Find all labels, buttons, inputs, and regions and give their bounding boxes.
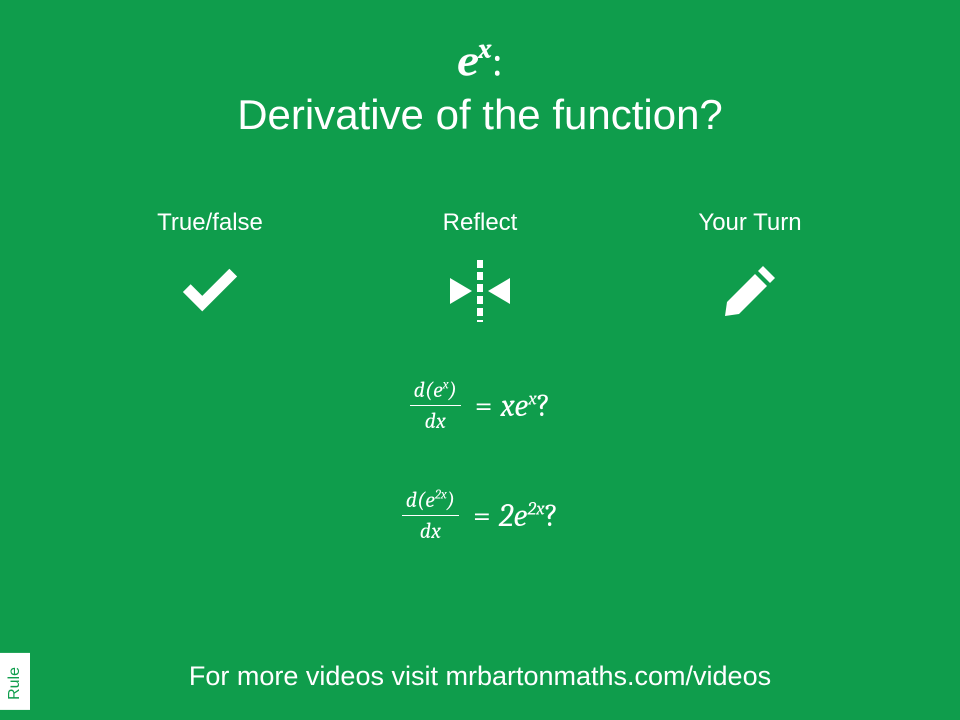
actions-row: True/false Reflect Your Turn <box>0 209 960 323</box>
eq1-rhs-exp: x <box>528 387 537 409</box>
eq1-rhs: =xex? <box>475 387 551 424</box>
eq2-num-exp: 2x <box>435 488 447 503</box>
equations-block: d(ex) dx =xex? d(e2x) dx =2e2x? <box>0 378 960 544</box>
eq1-equals: = <box>475 387 501 424</box>
rule-tab-label: Rule <box>6 667 23 700</box>
footer-text: For more videos visit mrbartonmaths.com/… <box>0 661 960 692</box>
eq1-fraction: d(ex) dx <box>410 378 461 433</box>
title-block: ex: Derivative of the function? <box>0 0 960 139</box>
title-subtitle: Derivative of the function? <box>0 91 960 139</box>
rule-tab[interactable]: Rule <box>0 653 30 710</box>
eq1-num-suffix: ) <box>449 377 457 403</box>
title-exp: x <box>478 33 491 65</box>
eq2-rhs-suffix: ? <box>545 497 559 534</box>
eq2-den: dx <box>416 516 445 543</box>
title-base: e <box>457 36 478 87</box>
eq1-num-prefix: d(e <box>414 377 443 403</box>
eq2-equals: = <box>473 497 499 534</box>
action-yourturn-label: Your Turn <box>670 209 830 237</box>
eq1-rhs-suffix: ? <box>537 387 551 424</box>
equation-2: d(e2x) dx =2e2x? <box>0 488 960 543</box>
action-reflect[interactable]: Reflect <box>400 209 560 323</box>
title-colon: : <box>492 36 504 87</box>
eq2-fraction: d(e2x) dx <box>402 488 459 543</box>
eq2-num-suffix: ) <box>447 487 455 513</box>
eq2-num-prefix: d(e <box>406 487 435 513</box>
action-truefalse-label: True/false <box>130 209 290 237</box>
equation-1: d(ex) dx =xex? <box>0 378 960 433</box>
title-formula: ex: <box>0 35 960 87</box>
check-icon <box>130 259 290 323</box>
reflect-icon <box>400 259 560 323</box>
eq1-den: dx <box>421 406 450 433</box>
action-yourturn[interactable]: Your Turn <box>670 209 830 323</box>
eq2-rhs-exp: 2x <box>527 498 544 520</box>
footer-link[interactable]: mrbartonmaths.com/videos <box>445 661 771 691</box>
action-reflect-label: Reflect <box>400 209 560 237</box>
pencil-icon <box>670 259 830 323</box>
eq1-rhs-prefix: xe <box>501 387 529 424</box>
action-truefalse[interactable]: True/false <box>130 209 290 323</box>
eq2-rhs: =2e2x? <box>473 497 558 534</box>
eq2-rhs-prefix: 2e <box>499 497 528 534</box>
footer-prefix: For more videos visit <box>189 661 446 691</box>
